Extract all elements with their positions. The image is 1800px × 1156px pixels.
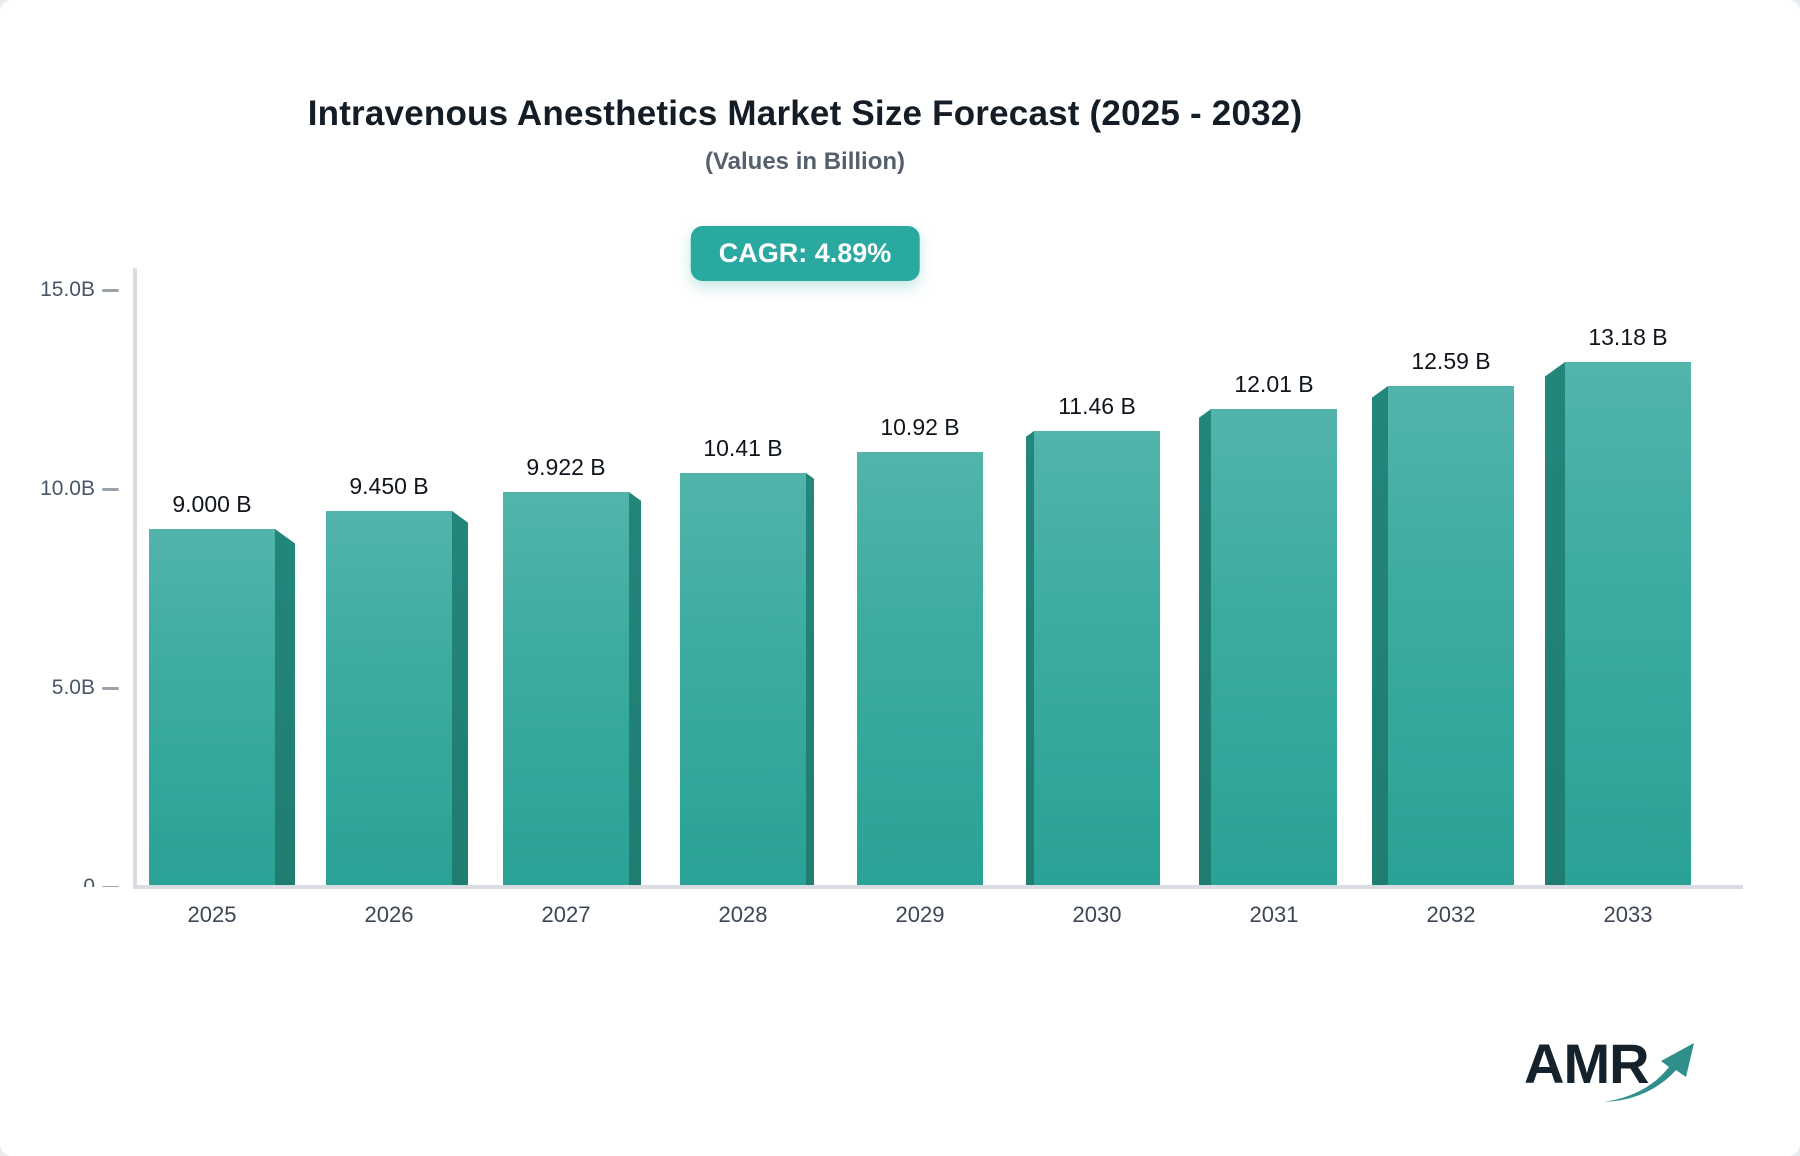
bar-value-label: 9.000 B [172,490,252,517]
amr-logo: AMR [1524,1034,1724,1114]
bar-3d-side [629,492,641,887]
chart-title: Intravenous Anesthetics Market Size Fore… [307,94,1303,133]
bar-value-label: 10.92 B [880,414,960,441]
x-axis-label: 2028 [718,902,768,927]
x-axis-label: 2033 [1603,902,1653,927]
chart-subtitle: (Values in Billion) [704,148,906,175]
bar-value-label: 12.59 B [1411,347,1491,374]
growth-arrow-icon [1604,1043,1694,1102]
y-tick-mark [102,686,119,690]
x-axis-label: 2031 [1249,902,1299,927]
y-axis-line [133,268,137,887]
bar [149,528,275,887]
x-axis-label: 2032 [1426,902,1476,927]
x-axis-label: 2029 [895,902,945,927]
bar-value-label: 13.18 B [1588,324,1668,351]
x-axis-label: 2026 [364,902,414,927]
bar [1565,362,1691,887]
bar [503,492,629,887]
bar [857,452,983,887]
bar-3d-side [1545,362,1565,887]
bar-3d-side [275,528,295,887]
y-tick-mark [102,885,119,887]
bar-value-label: 11.46 B [1058,392,1136,419]
bar-value-label: 12.01 B [1234,371,1314,397]
bar [1211,409,1337,887]
bar-value-label: 9.450 B [349,472,429,499]
x-axis-label: 2027 [541,902,591,927]
bar-chart-plot-area: 0 5.0B 10.0B 15.0B 9.000 B 9.450 B 9.922 B 10.4… [40,268,1691,887]
y-tick-label: 10.0B [40,477,95,500]
bar-3d-side [1199,409,1211,887]
cagr-badge: CAGR: 4.89% [690,226,920,281]
bar [326,510,452,887]
bar [680,472,806,887]
bar-3d-side [806,472,814,887]
x-axis-label: 2030 [1072,902,1122,927]
amr-logo-text: AMR [1524,1032,1650,1095]
bar [1034,430,1160,887]
bar-value-label: 9.922 B [526,454,606,481]
y-tick-mark [102,288,119,292]
y-tick-label: 0 [83,875,95,887]
x-axis-label: 2025 [187,902,237,927]
bar [1388,385,1514,887]
x-axis-line [133,885,1743,889]
bar-value-label: 10.41 B [703,434,783,461]
bar-3d-side [1026,430,1034,887]
bar-3d-side [452,510,468,887]
bar-3d-side [1372,385,1388,887]
y-tick-label: 5.0B [51,676,95,699]
y-tick-mark [102,487,119,491]
y-tick-label: 15.0B [40,278,95,301]
